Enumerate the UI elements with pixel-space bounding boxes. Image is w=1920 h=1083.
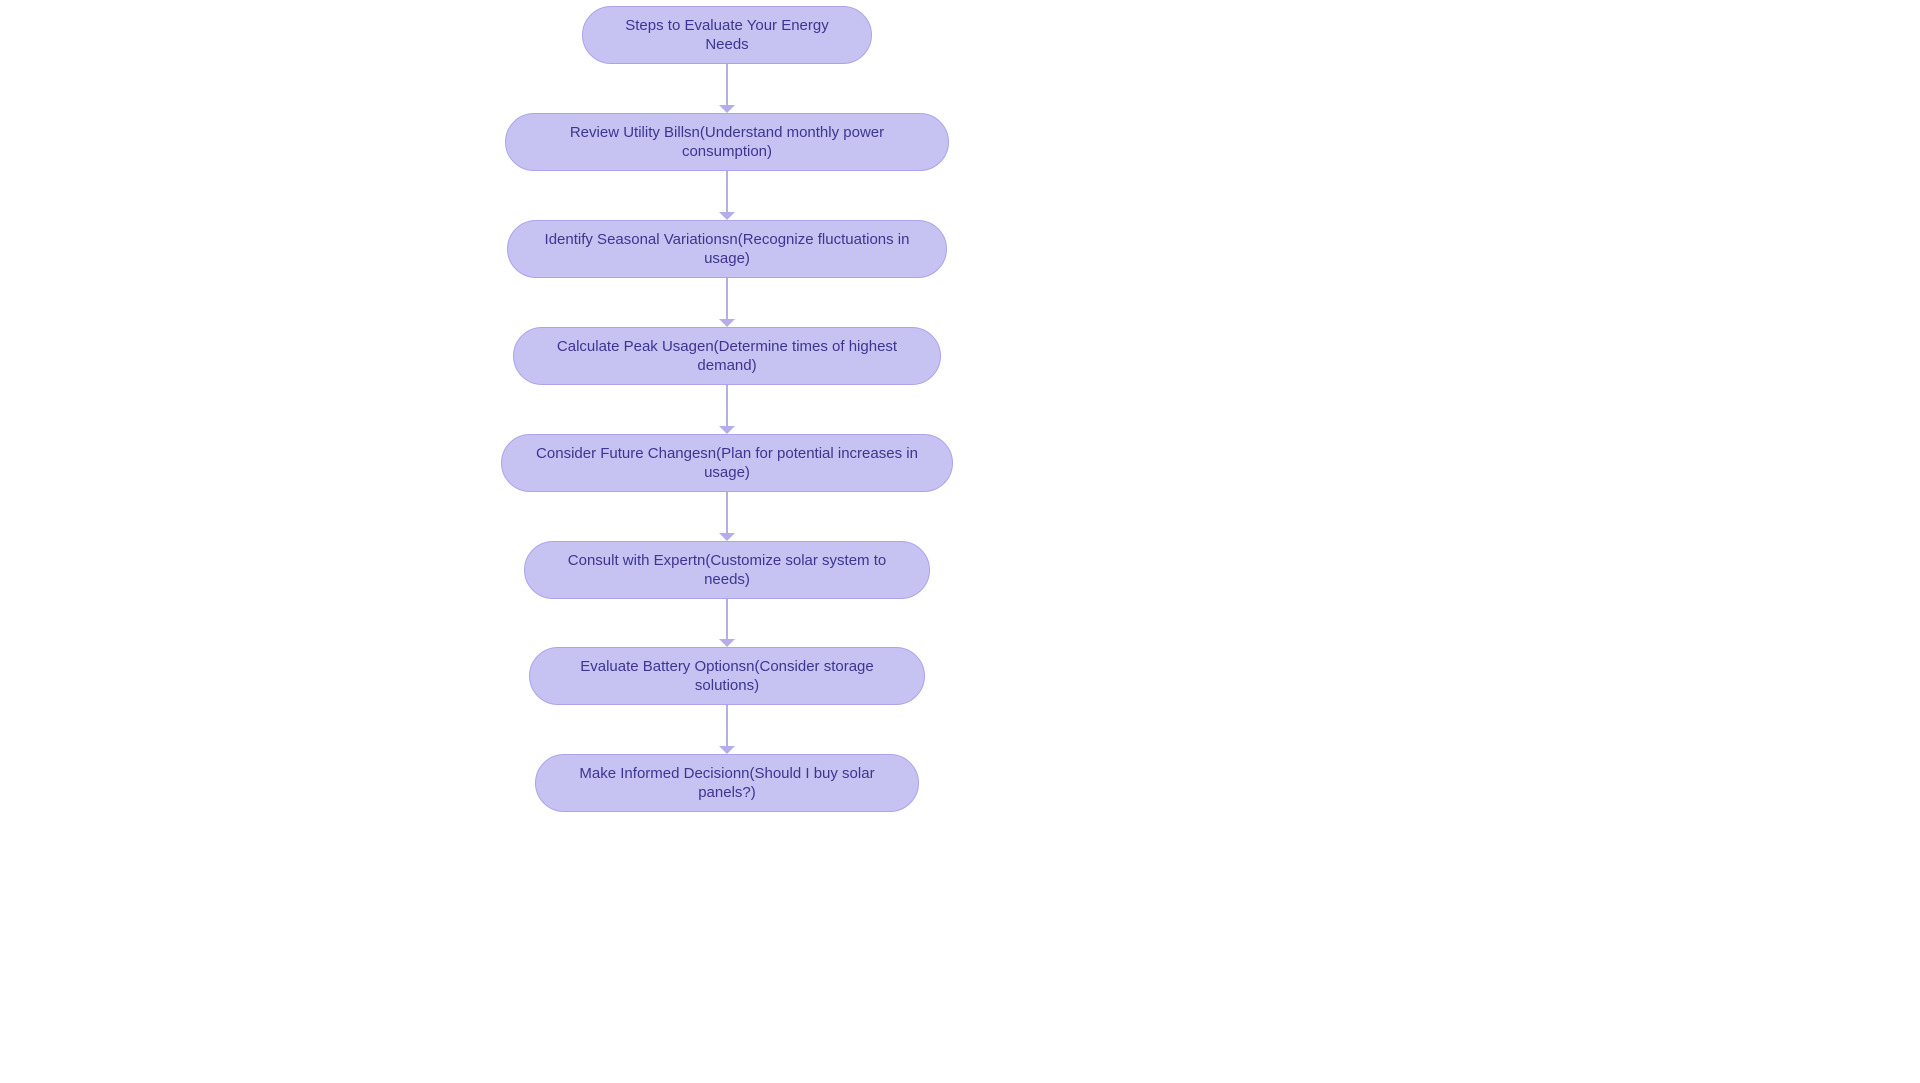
arrow-head-icon — [719, 746, 735, 754]
arrow-line — [726, 705, 728, 746]
flowchart-container: Steps to Evaluate Your Energy NeedsRevie… — [0, 0, 1920, 1083]
flowchart-arrow — [0, 0, 1920, 1083]
